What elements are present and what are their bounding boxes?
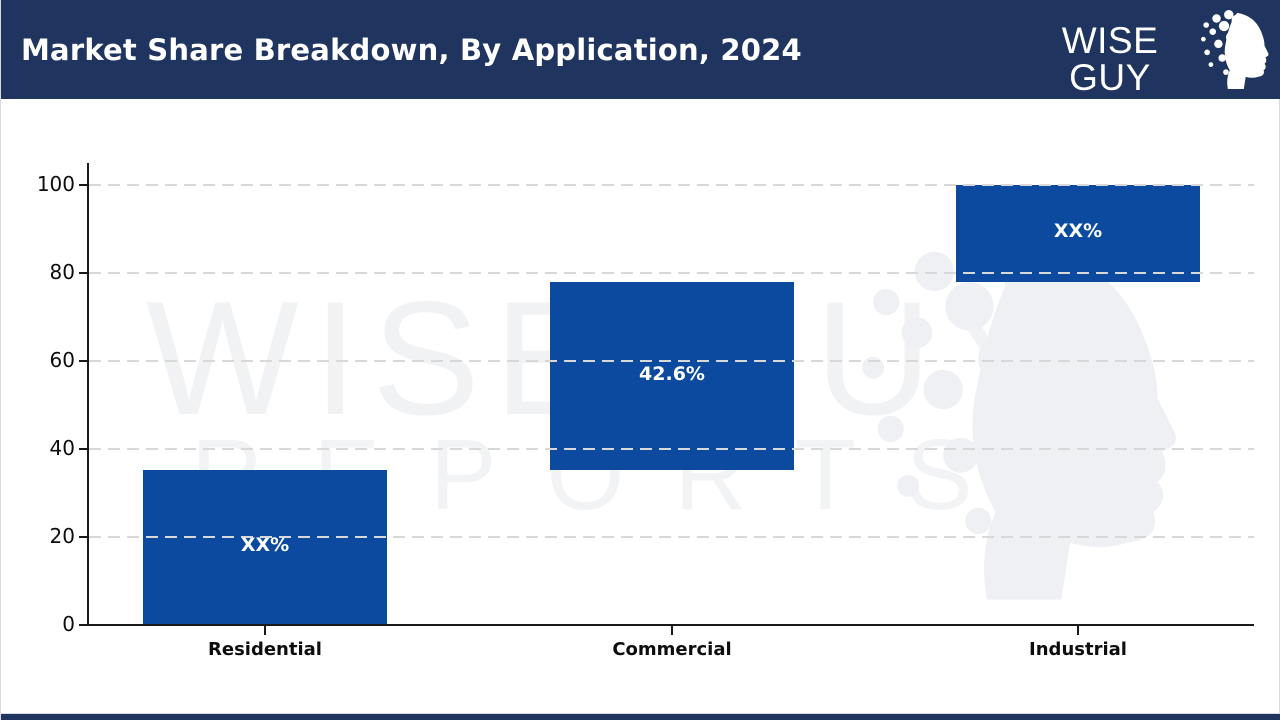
- bar-residential: [143, 469, 387, 625]
- logo-wordmark: WISE GUY: [1061, 20, 1159, 98]
- y-tick-label: 40: [49, 435, 75, 460]
- bar-industrial: [956, 184, 1200, 283]
- y-tick-label: 20: [49, 523, 75, 548]
- gridline-60: [89, 359, 1254, 362]
- footer-border: [1, 713, 1280, 714]
- wiseguy-head-icon: [1201, 10, 1269, 90]
- page-title: Market Share Breakdown, By Application, …: [21, 32, 802, 67]
- y-tick-mark: [79, 183, 87, 186]
- y-tick-mark: [79, 271, 87, 274]
- y-tick-mark: [79, 535, 87, 538]
- gridline-100: [89, 183, 1254, 186]
- x-tick-mark: [1077, 626, 1079, 635]
- y-tick-label: 60: [49, 347, 75, 372]
- logo-subtitle: REPORTS: [1038, 98, 1192, 113]
- y-tick-mark: [79, 359, 87, 362]
- footer-strip: [1, 714, 1280, 720]
- gridline-40: [89, 447, 1254, 450]
- bar-commercial: [550, 282, 794, 470]
- y-tick-label: 80: [49, 259, 75, 284]
- bar-value-label: XX%: [1053, 220, 1103, 243]
- y-tick-label: 100: [36, 171, 75, 196]
- x-tick-mark: [671, 626, 673, 635]
- y-tick-mark: [79, 624, 87, 626]
- x-tick-mark: [264, 626, 266, 635]
- x-tick-label: Residential: [208, 639, 322, 660]
- wiseguy-logo-text: WISE GUY REPORTS: [1021, 22, 1199, 112]
- y-tick-mark: [79, 447, 87, 450]
- gridline-20: [89, 535, 1254, 538]
- y-axis-line: [87, 163, 89, 626]
- x-tick-label: Commercial: [612, 639, 732, 660]
- y-tick-label: 0: [62, 612, 75, 636]
- watermark-head-icon: [862, 232, 1176, 600]
- x-axis-line: [87, 624, 1254, 626]
- bar-value-label: XX%: [240, 534, 290, 557]
- wiseguy-logo: WISE GUY REPORTS: [1021, 8, 1271, 112]
- x-tick-label: Industrial: [1029, 639, 1127, 660]
- header-bar: Market Share Breakdown, By Application, …: [1, 0, 1280, 112]
- gridline-80: [89, 271, 1254, 274]
- bar-value-label: 42.6%: [639, 363, 705, 386]
